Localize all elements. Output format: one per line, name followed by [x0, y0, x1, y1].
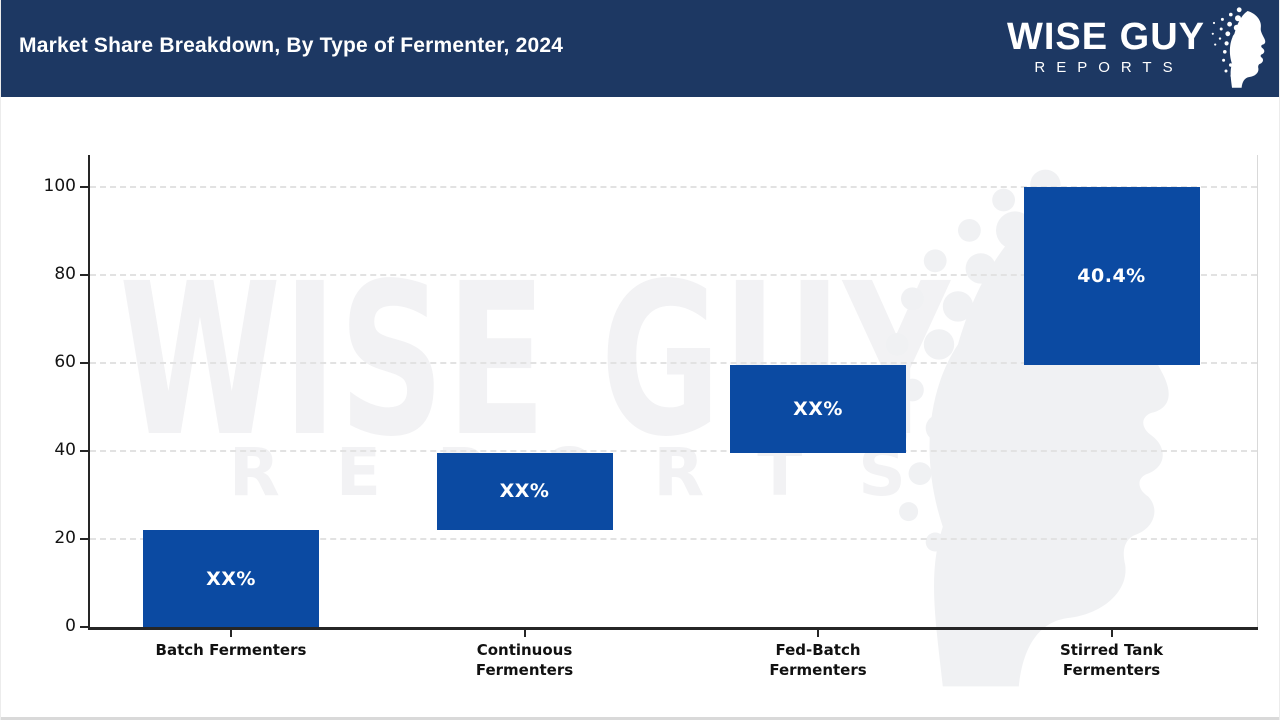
y-axis-label-60: 60 [54, 352, 76, 372]
header-bar: Market Share Breakdown, By Type of Ferme… [1, 0, 1279, 97]
y-axis-label-80: 80 [54, 264, 76, 284]
x-axis-label-3: Stirred Tank Fermenters [1059, 641, 1164, 680]
y-axis-label-40: 40 [54, 440, 76, 460]
x-axis-label-1: Continuous Fermenters [475, 641, 574, 680]
x-axis-line [88, 627, 1258, 630]
y-axis-line [88, 155, 90, 629]
page-title: Market Share Breakdown, By Type of Ferme… [19, 34, 564, 57]
x-tick-0 [230, 630, 232, 637]
y-tick-80 [80, 274, 89, 276]
logo-wordmark: WISE GUY [1006, 16, 1205, 59]
wiseguy-logo: WISE GUY REPORTS [1007, 5, 1269, 89]
y-tick-20 [80, 538, 89, 540]
gridline-20 [90, 538, 1257, 540]
y-tick-100 [80, 186, 89, 188]
gridline-80 [90, 274, 1257, 276]
bar-value-label: XX% [206, 567, 256, 590]
y-tick-60 [80, 362, 89, 364]
gridline-60 [90, 362, 1257, 364]
page-bottom-divider [1, 717, 1279, 720]
y-axis-label-20: 20 [54, 528, 76, 548]
bar-batch-fermenters: XX% [143, 530, 319, 627]
bar-value-label: XX% [499, 480, 550, 503]
bar-stirred-tank-fermenters: 40.4% [1023, 187, 1200, 365]
y-axis-label-100: 100 [43, 176, 76, 196]
x-tick-1 [523, 630, 526, 637]
gridline-40 [90, 450, 1257, 452]
plot-right-edge [1257, 155, 1258, 629]
logo-face-profile-icon [1211, 7, 1266, 88]
bar-value-label: 40.4% [1077, 264, 1146, 287]
logo-sub: REPORTS [1034, 58, 1184, 76]
bar-continuous-fermenters: XX% [436, 452, 613, 531]
x-axis-label-0: Batch Fermenters [155, 641, 307, 659]
logo-text: WISE GUY REPORTS [1006, 16, 1205, 76]
bar-fed-batch-fermenters: XX% [730, 364, 906, 453]
gridline-100 [90, 186, 1257, 188]
y-axis-label-0: 0 [65, 616, 76, 636]
x-tick-3 [1110, 630, 1113, 637]
x-tick-2 [817, 630, 819, 637]
bar-value-label: XX% [793, 397, 843, 420]
y-tick-0 [80, 626, 89, 628]
y-tick-40 [80, 450, 89, 452]
x-axis-label-2: Fed-Batch Fermenters [769, 641, 867, 680]
